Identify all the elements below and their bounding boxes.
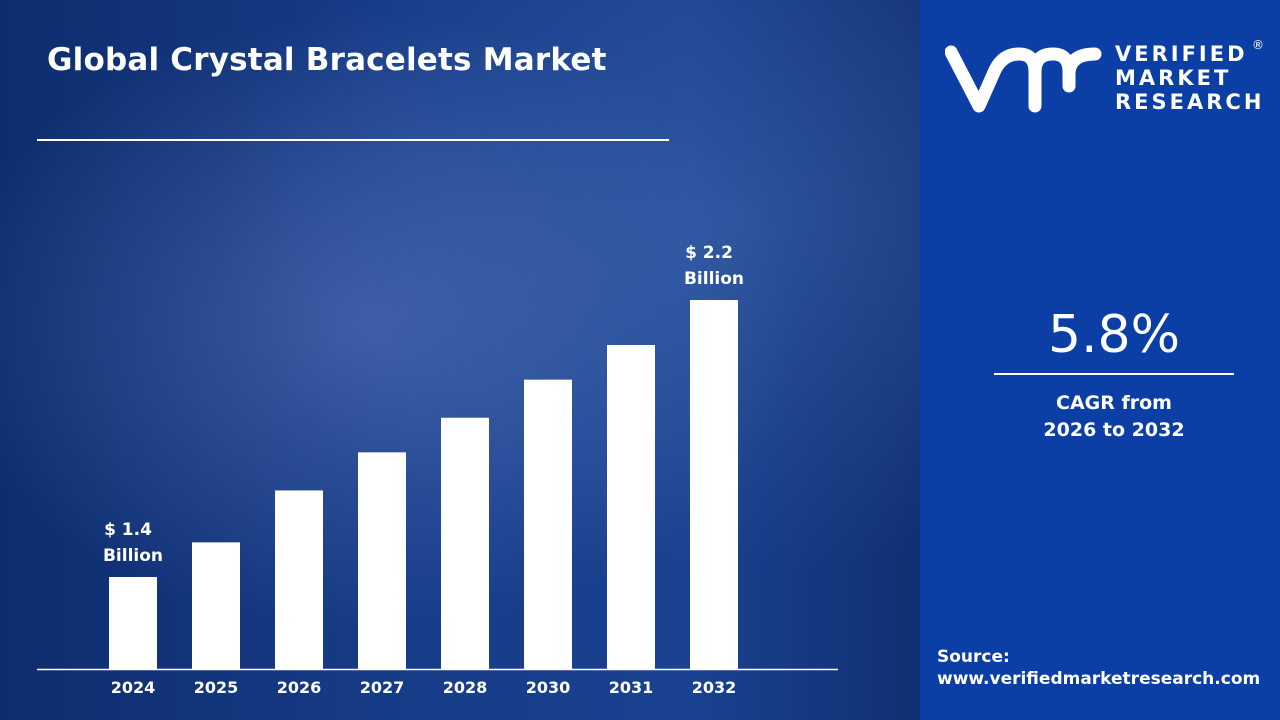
cagr-label-line-2: 2026 to 2032 xyxy=(1043,419,1185,441)
source: Source: www.verifiedmarketresearch.com xyxy=(937,646,1260,690)
cagr-label: CAGR from 2026 to 2032 xyxy=(994,390,1234,444)
bar-2026 xyxy=(275,490,323,669)
vmr-logo-icon xyxy=(945,45,1102,113)
bar-2032 xyxy=(690,300,738,669)
x-tick-label: 2031 xyxy=(609,678,654,697)
bar-2027 xyxy=(358,452,406,669)
brand-name: VERIFIED MARKET RESEARCH xyxy=(1115,42,1264,114)
x-tick-label: 2028 xyxy=(443,678,488,697)
bar-2028 xyxy=(441,417,489,669)
x-tick-label: 2032 xyxy=(692,678,737,697)
x-tick-label: 2027 xyxy=(360,678,405,697)
source-label: Source: xyxy=(937,647,1010,667)
brand-line-1: VERIFIED xyxy=(1115,42,1248,66)
cagr-divider xyxy=(994,373,1234,375)
data-label: Billion xyxy=(103,546,163,566)
x-tick-label: 2025 xyxy=(194,678,239,697)
x-tick-label: 2030 xyxy=(526,678,571,697)
bar-2024 xyxy=(109,577,157,669)
info-panel xyxy=(920,0,1280,720)
bar-2025 xyxy=(192,542,240,669)
bar-2031 xyxy=(607,345,655,669)
cagr-value: 5.8% xyxy=(1047,305,1181,365)
cagr-label-line-1: CAGR from xyxy=(1056,392,1172,414)
brand-line-2: MARKET xyxy=(1115,66,1232,90)
source-url[interactable]: www.verifiedmarketresearch.com xyxy=(937,669,1261,689)
x-tick-label: 2024 xyxy=(111,678,156,697)
data-label: $ 2.2 xyxy=(685,243,733,263)
brand-line-3: RESEARCH xyxy=(1115,90,1265,114)
title-divider xyxy=(37,139,669,141)
x-tick-label: 2026 xyxy=(277,678,322,697)
data-label: Billion xyxy=(684,269,744,289)
data-label: $ 1.4 xyxy=(104,520,152,540)
registered-mark: ® xyxy=(1252,38,1264,52)
chart-title: Global Crystal Bracelets Market xyxy=(47,42,607,78)
bar-2030 xyxy=(524,379,572,669)
bar-chart: 2024 $ 1.4 Billion 2025 2026 2027 2028 2030 2031… xyxy=(0,0,920,720)
